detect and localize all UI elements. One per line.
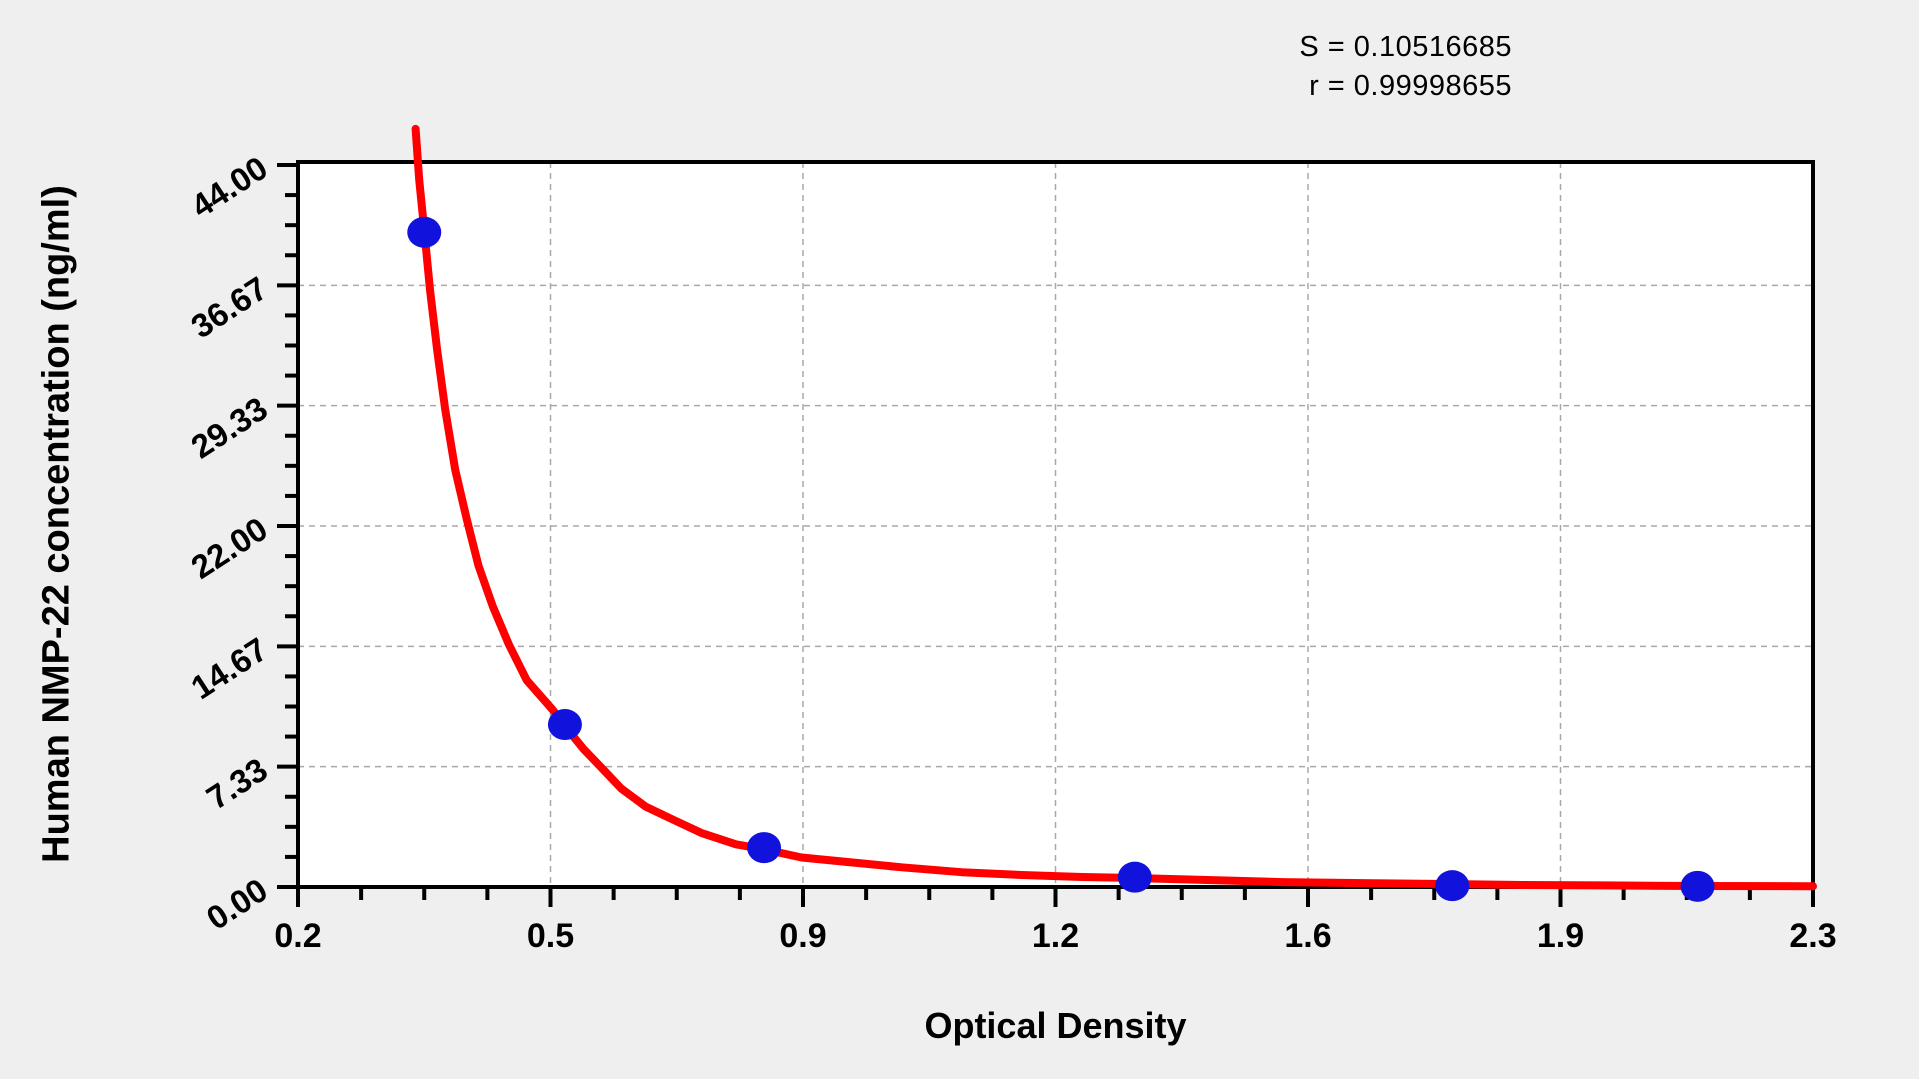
data-point xyxy=(1680,870,1715,902)
plot-area-background xyxy=(298,162,1813,887)
y-tick-label: 14.67 xyxy=(184,630,273,706)
data-point xyxy=(1435,870,1470,902)
y-tick-label: 29.33 xyxy=(184,390,273,466)
y-tick-label: 36.67 xyxy=(184,269,273,345)
x-tick-label: 0.9 xyxy=(779,917,826,955)
stat-r-value: r = 0.99998655 xyxy=(1309,70,1512,102)
data-point xyxy=(547,709,582,741)
x-tick-label: 1.9 xyxy=(1537,917,1584,955)
x-tick-label: 1.2 xyxy=(1032,917,1079,955)
x-tick-label: 1.6 xyxy=(1284,917,1331,955)
y-tick-label: 22.00 xyxy=(184,510,273,586)
stat-s-value: S = 0.10516685 xyxy=(1299,31,1512,63)
y-tick-label: 44.00 xyxy=(184,149,273,225)
y-tick-label: 0.00 xyxy=(200,871,274,937)
x-tick-label: 0.5 xyxy=(527,917,574,955)
data-point xyxy=(1117,861,1152,893)
x-tick-label: 0.2 xyxy=(274,917,321,955)
x-axis-title: Optical Density xyxy=(924,1005,1187,1046)
y-tick-label: 7.33 xyxy=(200,751,274,817)
fit-curve-line xyxy=(411,124,1817,891)
data-point xyxy=(747,832,782,864)
x-tick-label: 2.3 xyxy=(1789,917,1836,955)
data-point xyxy=(407,216,442,248)
